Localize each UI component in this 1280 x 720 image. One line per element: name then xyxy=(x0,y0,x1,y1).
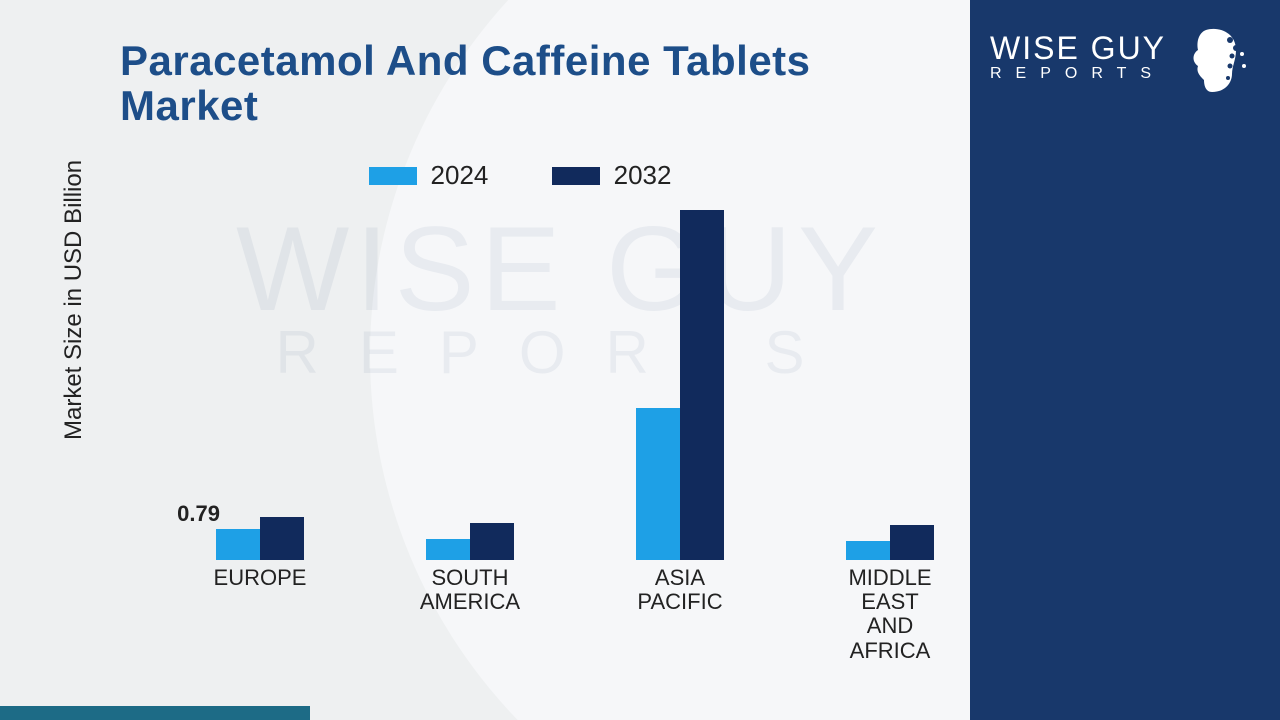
category-label: ASIAPACIFIC xyxy=(580,566,780,614)
bar-series-2024 xyxy=(426,539,470,560)
plot-area: 0.79EUROPESOUTHAMERICAASIAPACIFICMIDDLEE… xyxy=(150,210,950,560)
category-label: SOUTHAMERICA xyxy=(370,566,570,614)
bar-series-2024 xyxy=(846,541,890,560)
bar-series-2024 xyxy=(216,529,260,560)
page-title: Paracetamol And Caffeine Tablets Market xyxy=(120,38,840,129)
brand-logo: WISE GUY REPORTS xyxy=(990,30,1250,83)
legend-swatch-2024 xyxy=(369,167,417,185)
category-label: MIDDLEEASTANDAFRICA xyxy=(790,566,990,663)
bar-value-label: 0.79 xyxy=(177,501,220,527)
bar-series-2032 xyxy=(680,210,724,560)
y-axis-label: Market Size in USD Billion xyxy=(60,160,88,440)
bar-series-2032 xyxy=(260,517,304,560)
chart-legend: 2024 2032 xyxy=(90,160,950,192)
bar-series-2032 xyxy=(470,523,514,560)
bar-series-2032 xyxy=(890,525,934,560)
legend-label-2024: 2024 xyxy=(431,160,489,191)
legend-swatch-2032 xyxy=(552,167,600,185)
bottom-accent-bar xyxy=(0,706,310,720)
legend-label-2032: 2032 xyxy=(614,160,672,191)
right-panel xyxy=(970,0,1280,720)
chart-area: Market Size in USD Billion 2024 2032 0.7… xyxy=(90,160,950,680)
bar-series-2024 xyxy=(636,408,680,560)
legend-item-2024: 2024 xyxy=(369,160,489,191)
logo-head-icon xyxy=(1186,26,1250,96)
legend-item-2032: 2032 xyxy=(552,160,672,191)
category-label: EUROPE xyxy=(160,566,360,590)
